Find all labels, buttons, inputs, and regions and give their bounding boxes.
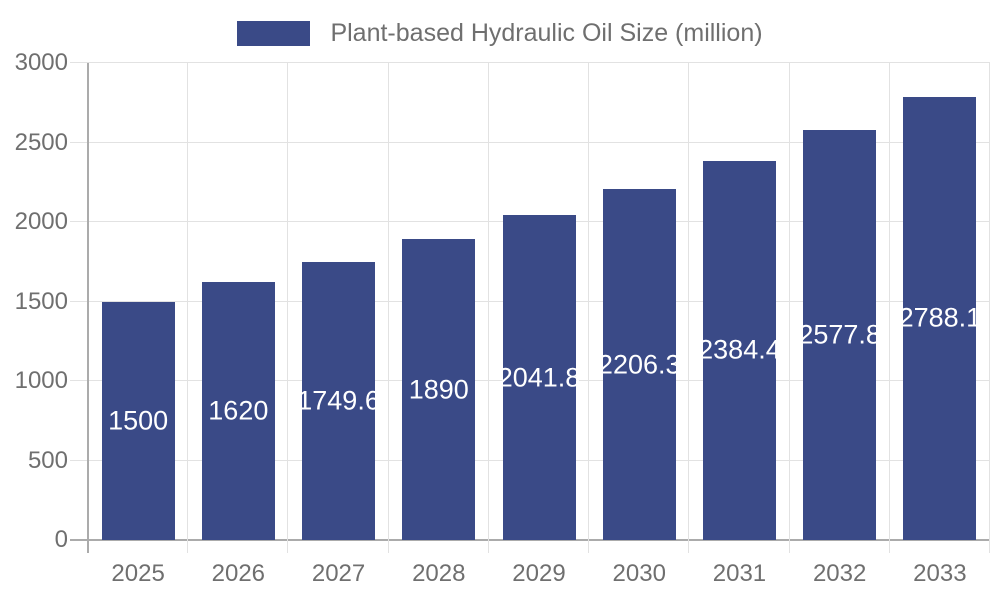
- v-gridline: [888, 63, 890, 553]
- y-axis-tick-label: 1500: [14, 287, 68, 315]
- bar-value-label: 1620: [208, 395, 269, 426]
- v-gridline: [287, 63, 289, 553]
- bar-2028: [402, 239, 476, 540]
- x-axis-tick-label: 2033: [913, 560, 967, 587]
- y-axis-line: [87, 63, 89, 553]
- bar-2032: [803, 130, 877, 540]
- x-axis-tick-label: 2029: [512, 560, 566, 587]
- v-gridline: [588, 63, 590, 553]
- x-axis-tick-label: 2026: [211, 560, 266, 587]
- bar-value-label: 2206.3: [597, 349, 681, 380]
- y-axis-tick-label: 0: [54, 526, 68, 553]
- bar-value-label: 1500: [108, 405, 169, 436]
- h-gridline: [70, 62, 990, 63]
- bar-2030: [602, 189, 676, 540]
- v-gridline: [788, 63, 790, 553]
- x-axis-tick-label: 2032: [812, 560, 867, 587]
- bar-2026: [201, 282, 275, 540]
- v-gridline: [487, 63, 489, 553]
- y-axis-tick-label: 2000: [14, 208, 68, 235]
- bar-value-label: 2041.8: [497, 362, 581, 393]
- bar-2027: [302, 261, 376, 540]
- y-axis-tick-label: 500: [27, 446, 68, 474]
- x-axis-line: [70, 539, 990, 541]
- y-axis-tick-label: 1000: [14, 367, 68, 394]
- bar-value-label: 2788.1: [898, 302, 982, 333]
- v-gridline: [989, 63, 990, 553]
- y-axis-tick-label: 3000: [14, 49, 68, 76]
- bar-value-label: 2577.8: [798, 319, 881, 350]
- bar-2025: [101, 301, 175, 540]
- bar-2029: [502, 215, 576, 540]
- x-axis-tick-label: 2031: [712, 560, 767, 587]
- x-axis-tick-label: 2028: [412, 560, 466, 587]
- bar-2033: [903, 96, 977, 540]
- bar-2031: [702, 160, 776, 540]
- bar-value-label: 1890: [408, 374, 469, 405]
- y-axis-tick-label: 2500: [14, 128, 68, 156]
- h-gridline: [70, 141, 990, 143]
- legend-label: Plant-based Hydraulic Oil Size (million): [330, 19, 763, 47]
- v-gridline: [688, 63, 690, 553]
- bar-value-label: 2384.4: [698, 334, 781, 365]
- x-axis-tick-label: 2027: [311, 560, 366, 587]
- legend-swatch: [237, 20, 311, 46]
- bar-value-label: 1749.6: [297, 385, 380, 416]
- x-axis-tick-label: 2025: [111, 560, 165, 587]
- v-gridline: [387, 63, 389, 553]
- x-axis-tick-label: 2030: [612, 560, 666, 587]
- legend[interactable]: Plant-based Hydraulic Oil Size (million): [0, 20, 1000, 46]
- v-gridline: [187, 63, 189, 553]
